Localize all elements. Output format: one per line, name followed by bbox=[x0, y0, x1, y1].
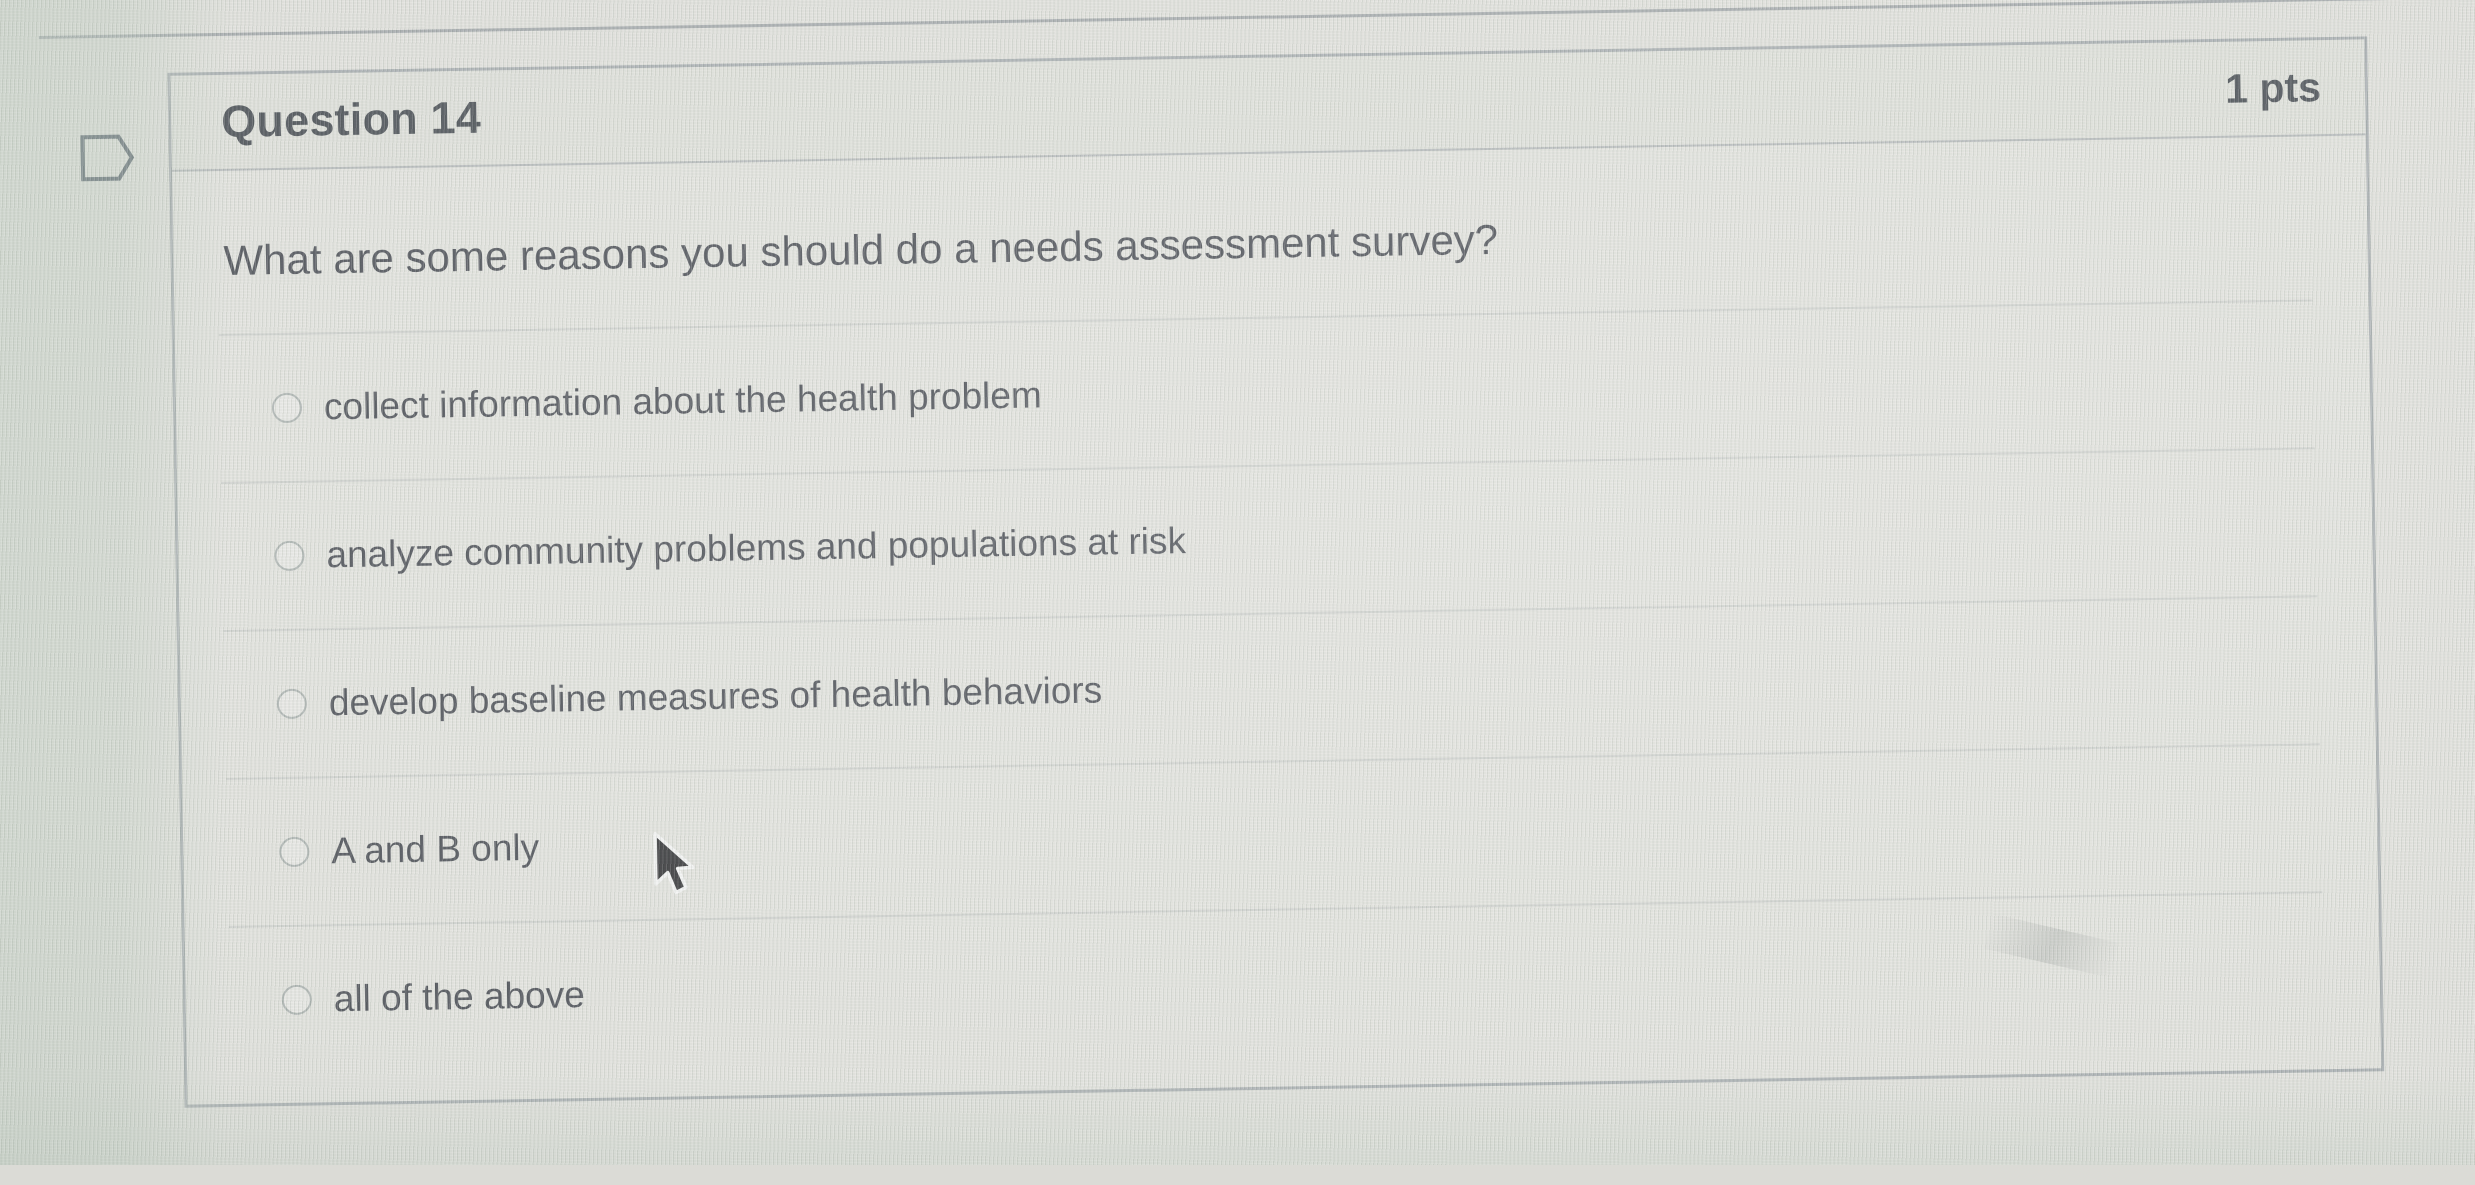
mouse-arrow-cursor-icon bbox=[648, 830, 701, 903]
radio-unselected-icon[interactable] bbox=[279, 836, 310, 867]
flag-outline-icon[interactable] bbox=[78, 131, 135, 184]
radio-unselected-icon[interactable] bbox=[281, 984, 313, 1015]
answer-option-label: collect information about the health pro… bbox=[323, 373, 1043, 427]
answer-option-label: analyze community problems and populatio… bbox=[326, 519, 1187, 575]
answer-option-label: develop baseline measures of health beha… bbox=[328, 668, 1103, 723]
radio-unselected-icon[interactable] bbox=[274, 540, 305, 571]
radio-unselected-icon[interactable] bbox=[276, 688, 308, 719]
radio-unselected-icon[interactable] bbox=[271, 392, 303, 423]
answer-option-label: all of the above bbox=[333, 973, 586, 1019]
answer-option-label: A and B only bbox=[330, 826, 540, 871]
previous-question-divider bbox=[38, 0, 2469, 39]
question-points-badge: 1 pts bbox=[2224, 63, 2322, 112]
question-title: Question 14 bbox=[220, 91, 482, 147]
question-prompt-text: What are some reasons you should do a ne… bbox=[223, 215, 1499, 284]
